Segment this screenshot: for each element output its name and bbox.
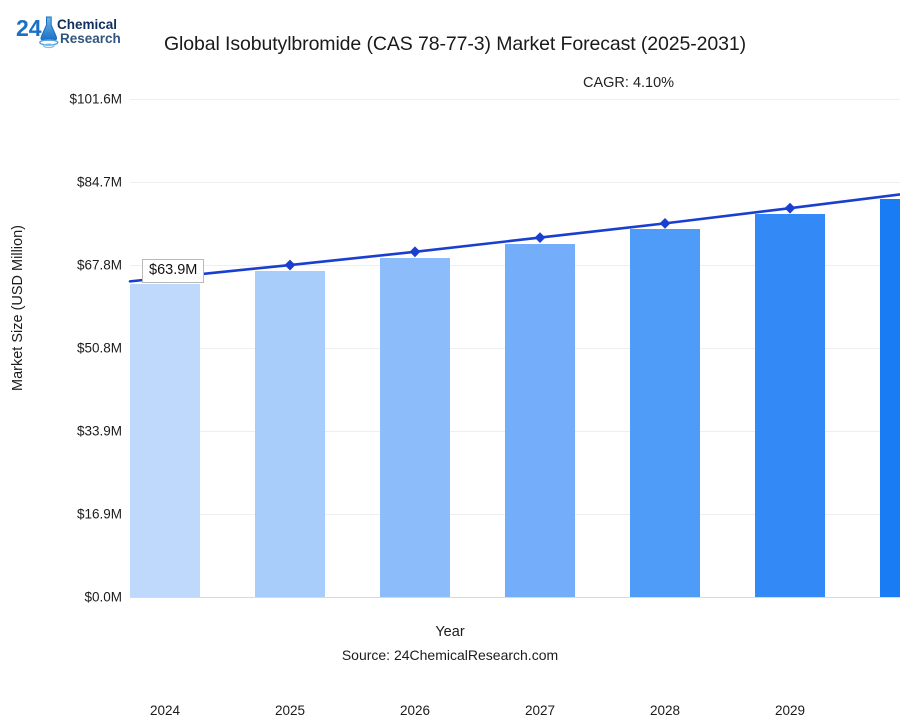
x-axis-tick: 2024: [150, 703, 180, 718]
bar-2028[interactable]: [630, 229, 700, 597]
source-note: Source: 24ChemicalResearch.com: [0, 647, 900, 663]
logo-line2-text: Research: [60, 31, 121, 46]
chart-title: Global Isobutylbromide (CAS 78-77-3) Mar…: [135, 33, 775, 56]
bar-2029[interactable]: [755, 214, 825, 597]
y-axis-title: Market Size (USD Million): [10, 198, 26, 418]
logo-svg: 24 Chemical Research: [16, 12, 126, 54]
y-axis-tick: $0.0M: [2, 590, 122, 605]
x-axis-tick: 2026: [400, 703, 430, 718]
bar-2026[interactable]: [380, 258, 450, 597]
x-axis-tick: 2028: [650, 703, 680, 718]
gridline: [130, 182, 900, 183]
data-label-2024: $63.9M: [142, 259, 204, 283]
cagr-annotation: CAGR: 4.10%: [583, 75, 674, 91]
y-axis-tick: $33.9M: [2, 423, 122, 438]
bar-2030[interactable]: [880, 199, 900, 597]
brand-logo: 24 Chemical Research: [16, 12, 126, 54]
logo-line1-text: Chemical: [57, 17, 117, 32]
bar-2027[interactable]: [505, 244, 575, 597]
flask-icon: [40, 17, 58, 48]
y-axis-tick: $101.6M: [2, 92, 122, 107]
gridline: [130, 597, 900, 598]
gridline: [130, 99, 900, 100]
x-axis-tick: 2029: [775, 703, 805, 718]
y-axis-tick: $16.9M: [2, 507, 122, 522]
x-axis-tick: 2027: [525, 703, 555, 718]
x-axis-title: Year: [0, 624, 900, 640]
plot-area: 2024202520262027202820292030: [130, 99, 900, 597]
bar-2024[interactable]: [130, 284, 200, 597]
y-axis-tick: $84.7M: [2, 174, 122, 189]
bar-2025[interactable]: [255, 271, 325, 597]
x-axis-tick: 2025: [275, 703, 305, 718]
logo-number-text: 24: [16, 15, 42, 41]
